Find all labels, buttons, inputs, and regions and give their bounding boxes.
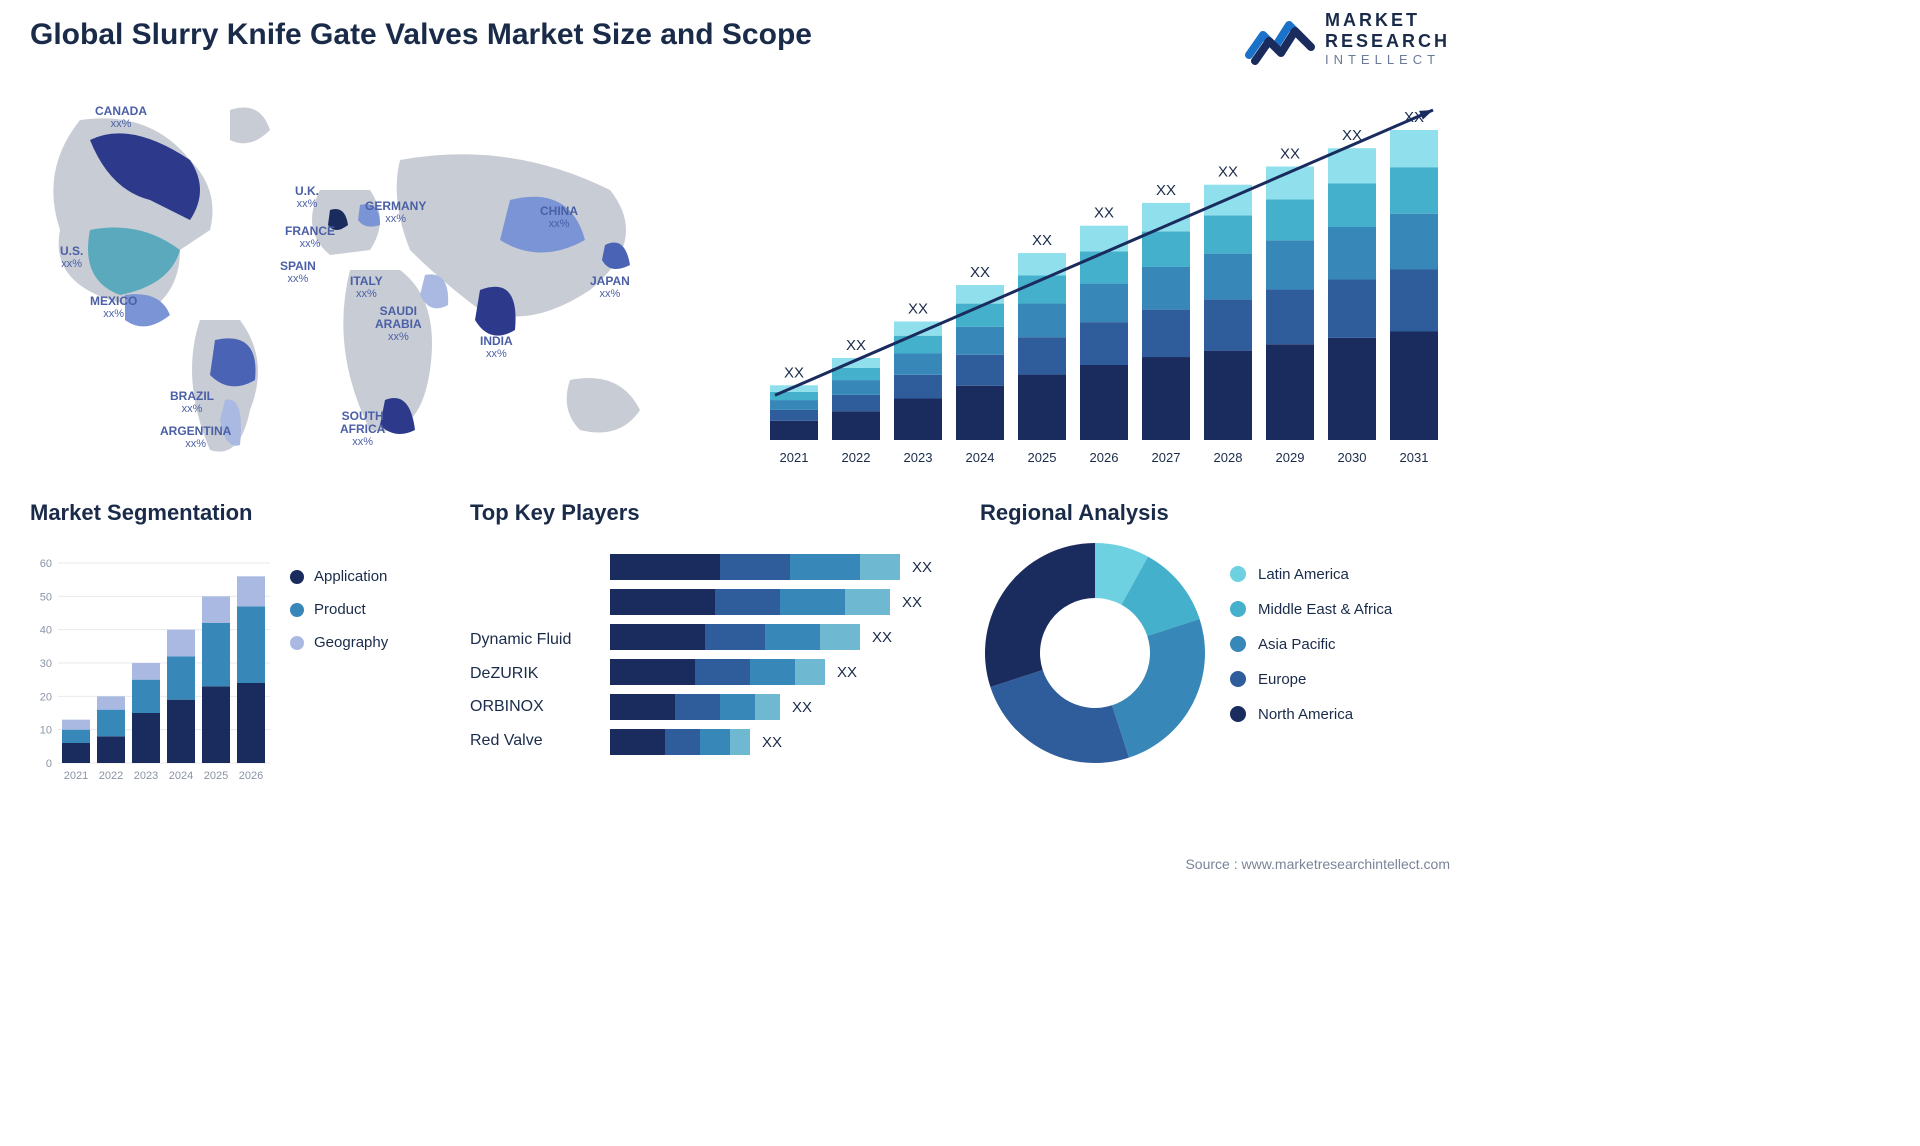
svg-text:2025: 2025 xyxy=(204,770,228,782)
svg-text:60: 60 xyxy=(40,558,52,570)
map-country-label: SPAINxx% xyxy=(280,260,316,285)
key-players-names: Dynamic FluidDeZURIKORBINOXRed Valve xyxy=(470,623,571,757)
player-bar-row: XX xyxy=(610,623,940,651)
segmentation-legend-item: Product xyxy=(290,601,388,618)
key-players-panel: Top Key Players Dynamic FluidDeZURIKORBI… xyxy=(470,500,950,788)
player-bar-row: XX xyxy=(610,588,940,616)
svg-text:XX: XX xyxy=(1156,182,1176,199)
player-name: DeZURIK xyxy=(470,657,571,691)
map-country-label: CANADAxx% xyxy=(95,105,147,130)
regional-legend-item: Asia Pacific xyxy=(1230,636,1392,653)
player-bar-row: XX xyxy=(610,658,940,686)
svg-text:XX: XX xyxy=(970,264,990,281)
svg-text:2026: 2026 xyxy=(239,770,263,782)
map-country-label: MEXICOxx% xyxy=(90,295,137,320)
player-bar-row: XX xyxy=(610,728,940,756)
map-country-label: ITALYxx% xyxy=(350,275,383,300)
growth-bar-chart: XX 2021 XX 2022 XX 2023 XX 2024 XX 2025 XX 2026 XX 20… xyxy=(750,90,1450,470)
regional-legend-item: Middle East & Africa xyxy=(1230,601,1392,618)
segmentation-legend-item: Application xyxy=(290,568,388,585)
svg-text:XX: XX xyxy=(1094,205,1114,222)
map-country-label: SOUTHAFRICAxx% xyxy=(340,410,385,448)
svg-text:XX: XX xyxy=(1280,145,1300,162)
page-title: Global Slurry Knife Gate Valves Market S… xyxy=(30,18,812,52)
regional-donut-chart xyxy=(980,538,1210,768)
svg-text:XX: XX xyxy=(784,364,804,381)
world-map: CANADAxx% U.S.xx% MEXICOxx% BRAZILxx% ARGENT… xyxy=(30,80,690,460)
svg-text:2022: 2022 xyxy=(99,770,123,782)
player-bar-row: XX xyxy=(610,553,940,581)
logo-icon xyxy=(1245,11,1315,67)
svg-text:2024: 2024 xyxy=(169,770,193,782)
regional-legend: Latin America Middle East & Africa Asia Pa… xyxy=(1230,566,1392,741)
svg-text:2026: 2026 xyxy=(1090,450,1119,465)
svg-text:2028: 2028 xyxy=(1214,450,1243,465)
source-attribution: Source : www.marketresearchintellect.com xyxy=(1185,856,1450,872)
segmentation-legend: Application Product Geography xyxy=(290,538,388,667)
svg-text:2027: 2027 xyxy=(1152,450,1181,465)
map-country-label: U.K.xx% xyxy=(295,185,319,210)
svg-text:XX: XX xyxy=(1218,164,1238,181)
player-name: ORBINOX xyxy=(470,690,571,724)
svg-text:10: 10 xyxy=(40,725,52,737)
svg-text:XX: XX xyxy=(846,337,866,354)
regional-legend-item: Europe xyxy=(1230,671,1392,688)
map-country-label: ARGENTINAxx% xyxy=(160,425,231,450)
regional-panel: Regional Analysis Latin America Middle Ea… xyxy=(980,500,1450,768)
map-country-label: JAPANxx% xyxy=(590,275,630,300)
svg-text:30: 30 xyxy=(40,658,52,670)
svg-text:2023: 2023 xyxy=(904,450,933,465)
svg-text:2025: 2025 xyxy=(1028,450,1057,465)
svg-text:2022: 2022 xyxy=(842,450,871,465)
map-country-label: INDIAxx% xyxy=(480,335,513,360)
segmentation-panel: Market Segmentation 0 10 20 30 40 50 60 2021 202… xyxy=(30,500,450,788)
regional-legend-item: North America xyxy=(1230,706,1392,723)
regional-legend-item: Latin America xyxy=(1230,566,1392,583)
logo-text: MARKET RESEARCH INTELLECT xyxy=(1325,10,1450,67)
player-name: Red Valve xyxy=(470,724,571,758)
segmentation-chart: 0 10 20 30 40 50 60 2021 2022 2023 2024 2025 2026 xyxy=(30,538,270,788)
svg-text:2024: 2024 xyxy=(966,450,995,465)
svg-text:0: 0 xyxy=(46,758,52,770)
player-bar-row: XX xyxy=(610,693,940,721)
segmentation-title: Market Segmentation xyxy=(30,500,450,526)
map-country-label: SAUDIARABIAxx% xyxy=(375,305,422,343)
key-players-bars: XX XX XX XX XX XX xyxy=(610,553,940,763)
map-country-label: U.S.xx% xyxy=(60,245,83,270)
brand-logo: MARKET RESEARCH INTELLECT xyxy=(1245,10,1450,67)
svg-text:40: 40 xyxy=(40,625,52,637)
map-country-label: BRAZILxx% xyxy=(170,390,214,415)
svg-text:50: 50 xyxy=(40,591,52,603)
svg-text:XX: XX xyxy=(908,300,928,317)
svg-text:2029: 2029 xyxy=(1276,450,1305,465)
svg-text:2030: 2030 xyxy=(1338,450,1367,465)
svg-text:XX: XX xyxy=(1032,232,1052,249)
svg-text:20: 20 xyxy=(40,691,52,703)
segmentation-legend-item: Geography xyxy=(290,634,388,651)
map-country-label: CHINAxx% xyxy=(540,205,578,230)
svg-text:2031: 2031 xyxy=(1400,450,1429,465)
svg-text:2023: 2023 xyxy=(134,770,158,782)
svg-text:2021: 2021 xyxy=(780,450,809,465)
map-country-label: FRANCExx% xyxy=(285,225,335,250)
svg-text:2021: 2021 xyxy=(64,770,88,782)
player-name: Dynamic Fluid xyxy=(470,623,571,657)
regional-title: Regional Analysis xyxy=(980,500,1450,526)
key-players-title: Top Key Players xyxy=(470,500,950,526)
map-country-label: GERMANYxx% xyxy=(365,200,426,225)
